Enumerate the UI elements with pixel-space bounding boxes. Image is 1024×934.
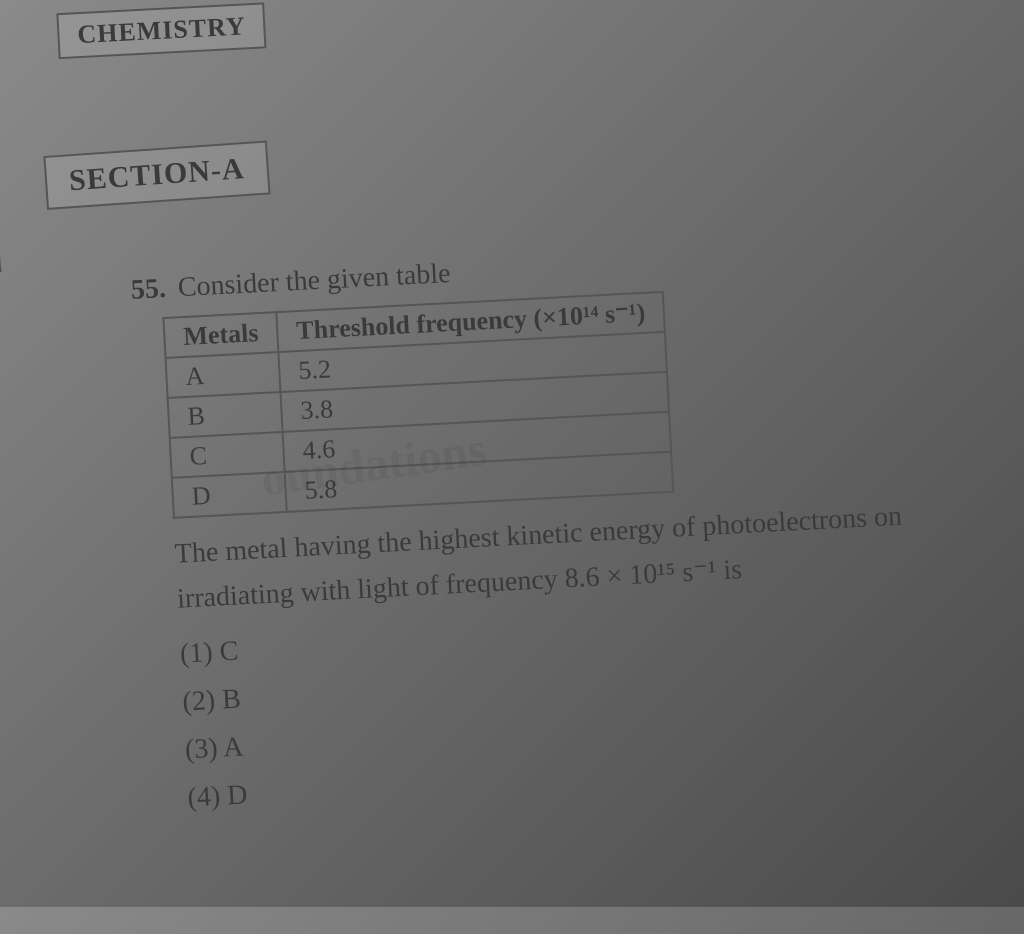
option-label: (1)	[179, 637, 213, 670]
table-col-metals: Metals	[163, 312, 278, 358]
table-cell-metal: D	[172, 472, 287, 518]
option-text: C	[219, 635, 239, 667]
option-label: (2)	[182, 684, 216, 717]
section-label: SECTION-A	[43, 140, 270, 209]
table-cell-metal: A	[166, 352, 281, 398]
option-text: B	[221, 683, 241, 715]
option-text: A	[222, 731, 244, 763]
question-number: 55.	[130, 273, 167, 306]
option-label: (4)	[187, 780, 221, 813]
question-body-line3: 10¹⁵ s⁻¹ is	[629, 554, 743, 591]
table-cell-metal: B	[168, 392, 283, 438]
threshold-frequency-table: Metals Threshold frequency (×10¹⁴ s⁻¹) A…	[162, 291, 674, 519]
answer-options: (1) C (2) B (3) A (4) D	[179, 595, 1021, 814]
data-table-wrap: Metals Threshold frequency (×10¹⁴ s⁻¹) A…	[162, 273, 1005, 518]
question-intro-text: Consider the given table	[177, 258, 451, 303]
page: CHEMISTRY SECTION-A ed 55. Consider the …	[0, 0, 1024, 933]
subject-label: CHEMISTRY	[56, 2, 267, 59]
option-label: (3)	[184, 732, 218, 765]
question-block: 55. Consider the given table Metals Thre…	[130, 230, 1022, 832]
table-cell-metal: C	[170, 432, 285, 478]
left-page-marker: ed	[0, 251, 3, 279]
option-text: D	[226, 779, 248, 811]
